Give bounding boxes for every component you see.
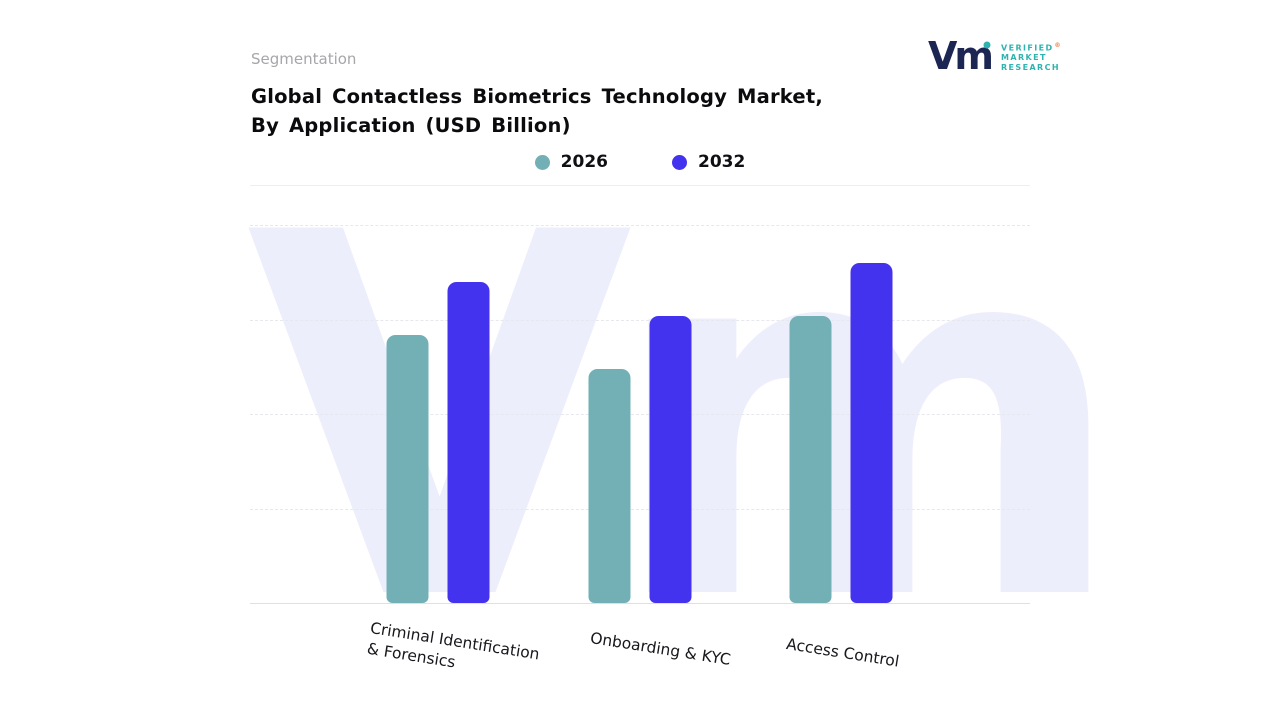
x-axis-labels: Criminal Identification & Forensics Onboa… bbox=[250, 612, 1030, 702]
chart-title-line2: By Application (USD Billion) bbox=[251, 114, 571, 137]
chart-title-line1: Global Contactless Biometrics Technology… bbox=[251, 85, 823, 108]
bar-2032-category-0 bbox=[447, 281, 490, 603]
gridline bbox=[250, 414, 1030, 415]
bar-2032-category-1 bbox=[649, 315, 692, 603]
legend-label-2032: 2032 bbox=[698, 152, 746, 172]
legend-item-2026: 2026 bbox=[534, 152, 608, 172]
legend-dot-2032 bbox=[672, 154, 687, 170]
legend-item-2032: 2032 bbox=[672, 152, 745, 172]
logo-line-market: MARKET bbox=[1001, 53, 1047, 63]
logo-line-research: RESEARCH bbox=[1001, 63, 1060, 73]
category-label-0: Criminal Identification & Forensics bbox=[365, 618, 541, 672]
logo-line-verified: VERIFIED® bbox=[1001, 41, 1062, 54]
gridline bbox=[250, 508, 1030, 510]
gridline bbox=[250, 319, 1030, 321]
category-label-1: Onboarding & KYC bbox=[589, 628, 732, 669]
legend-dot-2026 bbox=[534, 154, 550, 170]
plot-area: Vm bbox=[246, 169, 1128, 669]
bar-group-2 bbox=[789, 225, 893, 603]
category-label-2: Access Control bbox=[785, 634, 901, 671]
bar-group-0 bbox=[386, 225, 490, 603]
bar-2026-category-0 bbox=[386, 334, 429, 603]
x-axis-baseline bbox=[250, 603, 1030, 604]
vmr-logo-dot-icon bbox=[983, 41, 991, 49]
vmr-logo-glyph: Vm bbox=[928, 36, 991, 78]
vmr-logo: Vm VERIFIED® MARKET RESEARCH bbox=[928, 36, 1062, 78]
vmr-logo-icon: Vm bbox=[928, 36, 992, 78]
registered-mark: ® bbox=[1054, 41, 1062, 49]
legend-divider bbox=[250, 185, 1030, 186]
bar-group-1 bbox=[588, 225, 692, 603]
legend: 2026 2032 bbox=[250, 148, 1030, 176]
chart-title: Global Contactless Biometrics Technology… bbox=[251, 82, 891, 140]
section-label: Segmentation bbox=[251, 50, 357, 68]
logo-text-verified: VERIFIED bbox=[1001, 43, 1054, 53]
bar-2026-category-2 bbox=[789, 315, 832, 603]
bar-2026-category-1 bbox=[588, 368, 631, 603]
bar-2032-category-2 bbox=[850, 262, 893, 603]
gridline bbox=[250, 225, 1030, 226]
legend-label-2026: 2026 bbox=[560, 152, 608, 172]
vmr-logo-wordmark: VERIFIED® MARKET RESEARCH bbox=[1001, 41, 1062, 74]
